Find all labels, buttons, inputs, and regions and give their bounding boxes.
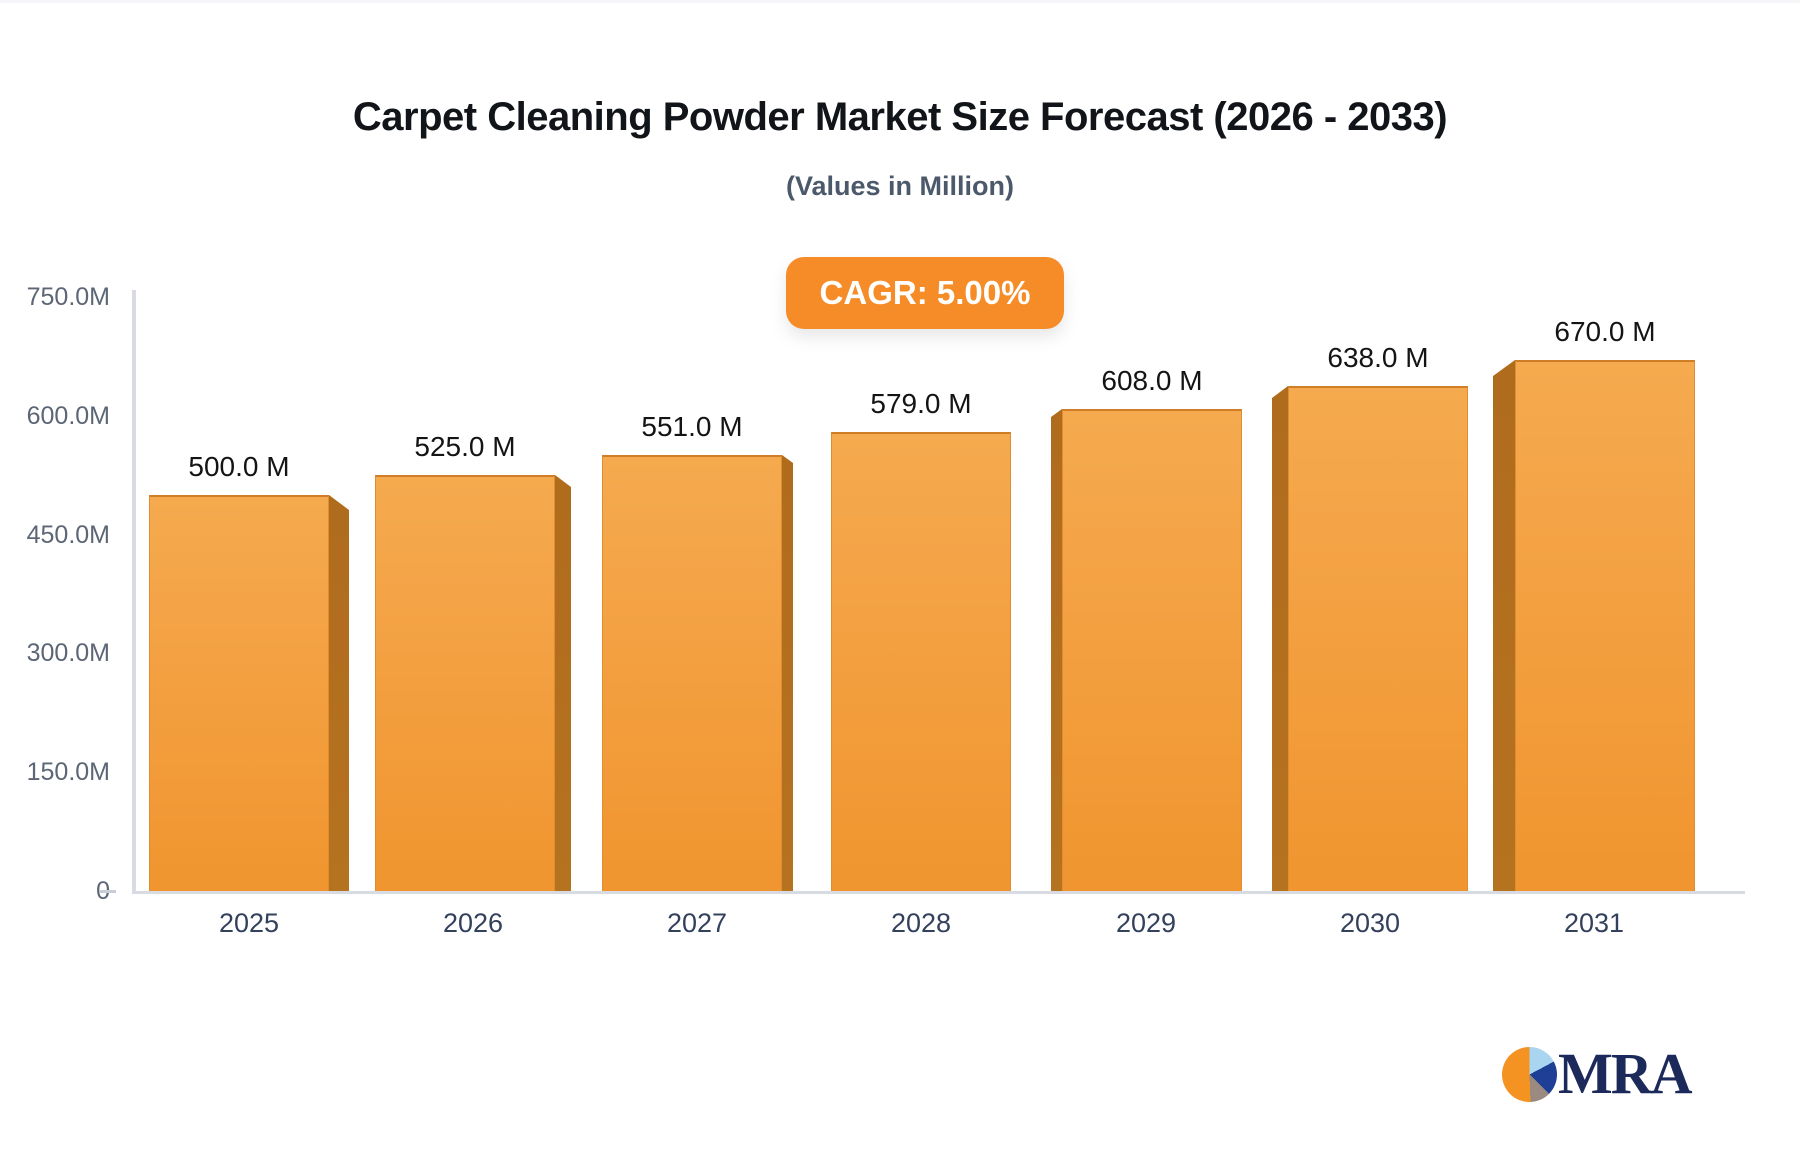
bar-2029 [1051,409,1242,891]
bar-value-label-2026: 525.0 M [414,431,516,462]
bar-side-shadow-2025 [329,495,349,891]
bar-value-label-2028: 579.0 M [870,388,972,419]
x-axis-label-2030: 2030 [1339,908,1401,938]
bar-2030 [1272,386,1468,891]
bar-face-2027 [602,455,782,891]
bar-side-shadow-2027 [782,455,793,891]
bar-side-shadow-2026 [555,475,571,891]
x-axis-label-2025: 2025 [218,908,280,938]
bar-2027 [602,455,793,891]
bar-side-shadow-2030 [1272,386,1288,891]
x-axis-label-2028: 2028 [890,908,952,938]
bar-face-2029 [1062,409,1242,891]
logo-text: MRA [1558,1041,1693,1106]
bar-face-2025 [149,495,329,891]
bar-value-label-2027: 551.0 M [641,411,743,442]
cagr-badge-label: CAGR: 5.00% [819,274,1031,311]
bar-value-label-2029: 608.0 M [1101,365,1203,396]
bar-value-label-2030: 638.0 M [1327,342,1429,373]
zero-tick-mark [100,890,116,893]
bar-face-2028 [831,432,1011,891]
x-axis-label-2029: 2029 [1115,908,1177,938]
x-axis-label-2031: 2031 [1563,908,1625,938]
chart-title: Carpet Cleaning Powder Market Size Forec… [352,95,1448,139]
y-axis-label-150.0M: 150.0M [26,758,110,787]
bar-value-label-2031: 670.0 M [1554,316,1656,347]
bar-2025 [149,495,349,891]
bar-face-2031 [1515,360,1695,891]
y-axis-label-600.0M: 600.0M [26,401,110,430]
bar-face-2026 [375,475,555,891]
cagr-badge: CAGR: 5.00% [786,257,1064,329]
pie-chart-logo-icon [1502,1046,1557,1102]
x-axis-baseline [132,891,1745,894]
bar-chart: 750.0M 600.0M 450.0M 300.0M 150.0M 0 500.0 M 20… [0,3,1800,1159]
bar-2026 [375,475,571,891]
bar-2031 [1493,360,1695,891]
y-axis-label-0: 0 [0,877,110,905]
y-axis-line [132,290,136,894]
bar-side-shadow-2031 [1493,360,1515,891]
y-axis-label-450.0M: 450.0M [26,520,110,549]
bar-face-2030 [1288,386,1468,891]
y-axis-label-300.0M: 300.0M [26,639,110,668]
x-axis-label-2027: 2027 [666,908,728,938]
mra-logo: MRA [1502,1041,1693,1107]
bar-value-label-2025: 500.0 M [188,451,290,482]
x-axis-label-2026: 2026 [442,908,504,938]
bar-side-shadow-2029 [1051,409,1062,891]
chart-subtitle: (Values in Million) [785,171,1015,201]
y-axis-label-750.0M: 750.0M [26,283,110,311]
bar-2028 [831,432,1011,891]
